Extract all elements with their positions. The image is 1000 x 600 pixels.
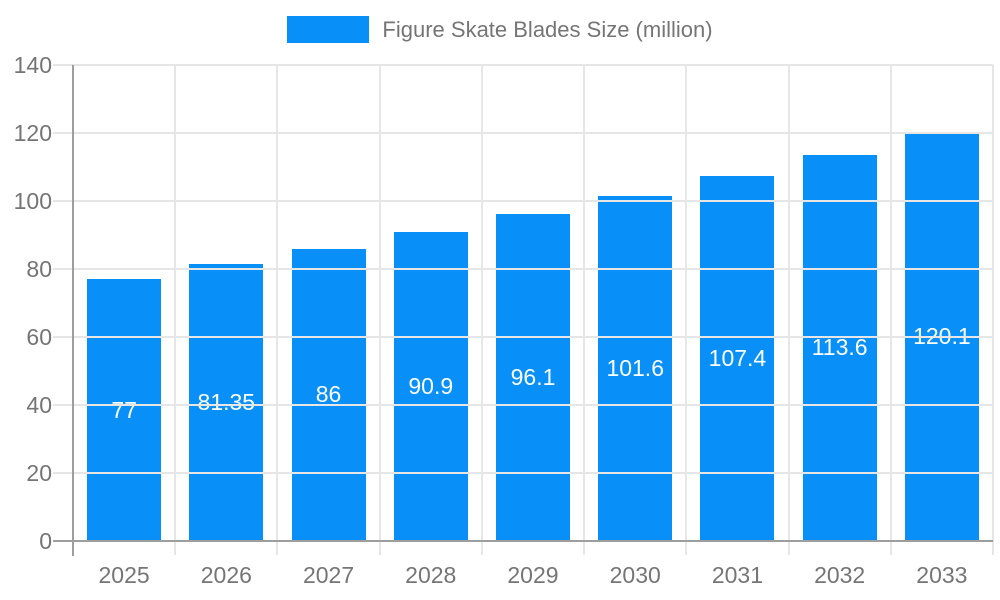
y-axis-label: 20 (26, 460, 52, 486)
y-axis-label: 100 (13, 188, 52, 214)
x-axis-label-2027: 2027 (302, 562, 355, 588)
v-gridline (276, 65, 279, 555)
bar-value-label: 101.6 (606, 354, 664, 381)
bar-2031[interactable]: 107.4 (700, 175, 775, 541)
bar-2030[interactable]: 101.6 (598, 195, 673, 541)
x-axis-label-2025: 2025 (98, 562, 150, 588)
v-gridline (889, 65, 892, 555)
x-axis-line (53, 540, 993, 542)
h-gridline (53, 200, 993, 202)
v-gridline (685, 65, 688, 555)
bar-2028[interactable]: 90.9 (393, 231, 468, 541)
legend: Figure Skate Blades Size (million) (0, 16, 1000, 43)
h-gridline (53, 404, 993, 406)
bar-value-label: 107.4 (708, 344, 767, 371)
y-axis-label: 60 (26, 324, 52, 350)
x-axis-label-2030: 2030 (609, 562, 661, 588)
legend-label: Figure Skate Blades Size (million) (382, 16, 713, 42)
y-axis-label: 0 (39, 528, 52, 554)
h-gridline (53, 472, 993, 474)
h-gridline (53, 64, 993, 66)
x-axis-label-2026: 2026 (200, 562, 252, 588)
v-gridline (378, 65, 381, 555)
x-axis-label-2033: 2033 (916, 562, 968, 588)
x-axis-label-2031: 2031 (711, 562, 764, 588)
bar-value-label: 86 (315, 381, 342, 408)
v-gridline (787, 65, 790, 555)
v-gridline (480, 65, 483, 555)
legend-swatch (287, 16, 370, 43)
bar-value-label: 96.1 (510, 364, 556, 391)
legend-item[interactable]: Figure Skate Blades Size (million) (287, 16, 713, 43)
x-axis-label-2032: 2032 (814, 562, 866, 588)
y-axis-label: 140 (13, 52, 52, 78)
bar-value-label: 90.9 (408, 372, 454, 399)
bar-value-label: 113.6 (811, 334, 868, 361)
x-axis-label-2029: 2029 (507, 562, 559, 588)
bar-2026[interactable]: 81.35 (189, 264, 264, 541)
bar-value-label: 81.35 (197, 389, 256, 416)
y-axis-label: 80 (26, 256, 52, 282)
y-axis-label: 120 (13, 120, 52, 146)
v-gridline (992, 65, 994, 555)
bar-2032[interactable]: 113.6 (802, 154, 877, 541)
y-axis-label: 40 (26, 392, 52, 418)
y-axis-line (72, 65, 74, 556)
bar-2025[interactable]: 77 (87, 279, 162, 541)
bar-2027[interactable]: 86 (291, 248, 366, 541)
x-axis-label-2028: 2028 (405, 562, 457, 588)
h-gridline (53, 268, 993, 270)
bar-value-label: 77 (111, 396, 137, 423)
v-gridline (174, 65, 177, 555)
bar-2029[interactable]: 96.1 (496, 214, 570, 541)
plot-area: 77 81.35 86 90.9 96.1 101.6 107.4 113.6 120.1 (73, 65, 993, 541)
h-gridline (53, 336, 993, 338)
h-gridline (53, 132, 993, 134)
v-gridline (583, 65, 586, 555)
